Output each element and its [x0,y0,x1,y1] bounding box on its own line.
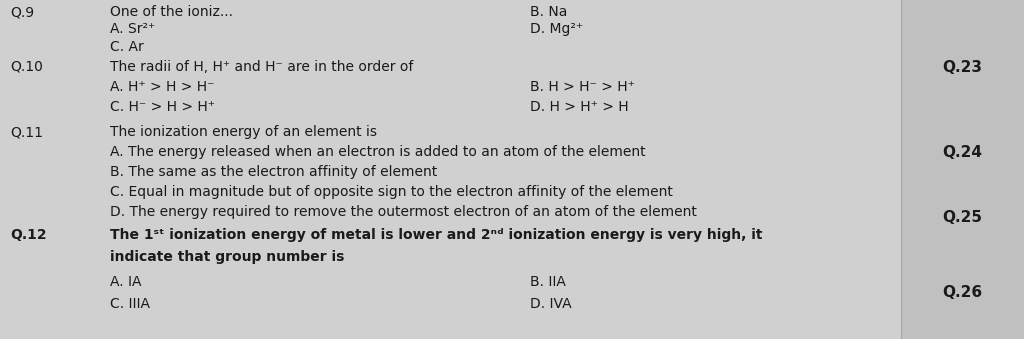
Text: B. Na: B. Na [530,5,567,19]
Text: The ionization energy of an element is: The ionization energy of an element is [110,125,377,139]
Text: C. IIIA: C. IIIA [110,297,150,311]
Text: B. H > H⁻ > H⁺: B. H > H⁻ > H⁺ [530,80,635,94]
Text: indicate that group number is: indicate that group number is [110,250,344,264]
Text: B. IIA: B. IIA [530,275,566,289]
Text: A. Sr²⁺: A. Sr²⁺ [110,22,156,36]
Text: A. IA: A. IA [110,275,141,289]
Text: The 1ˢᵗ ionization energy of metal is lower and 2ⁿᵈ ionization energy is very hi: The 1ˢᵗ ionization energy of metal is lo… [110,228,763,242]
Text: C. Ar: C. Ar [110,40,143,54]
Text: C. H⁻ > H > H⁺: C. H⁻ > H > H⁺ [110,100,215,114]
Text: One of the ioniz...: One of the ioniz... [110,5,233,19]
Text: Q.11: Q.11 [10,125,43,139]
Text: Q.23: Q.23 [942,60,983,75]
Bar [901,0,1024,339]
Text: Q.24: Q.24 [942,145,983,160]
Text: D. H > H⁺ > H: D. H > H⁺ > H [530,100,629,114]
Text: Q.10: Q.10 [10,60,43,74]
Text: D. IVA: D. IVA [530,297,571,311]
Text: C. Equal in magnitude but of opposite sign to the electron affinity of the eleme: C. Equal in magnitude but of opposite si… [110,185,673,199]
Text: B. The same as the electron affinity of element: B. The same as the electron affinity of … [110,165,437,179]
Text: The radii of H, H⁺ and H⁻ are in the order of: The radii of H, H⁺ and H⁻ are in the ord… [110,60,414,74]
Text: A. H⁺ > H > H⁻: A. H⁺ > H > H⁻ [110,80,214,94]
Text: Q.25: Q.25 [942,210,983,225]
Text: Q.26: Q.26 [942,285,983,300]
Text: D. The energy required to remove the outermost electron of an atom of the elemen: D. The energy required to remove the out… [110,205,697,219]
Text: Q.12: Q.12 [10,228,47,242]
Text: A. The energy released when an electron is added to an atom of the element: A. The energy released when an electron … [110,145,645,159]
Text: D. Mg²⁺: D. Mg²⁺ [530,22,583,36]
Text: Q.9: Q.9 [10,5,34,19]
